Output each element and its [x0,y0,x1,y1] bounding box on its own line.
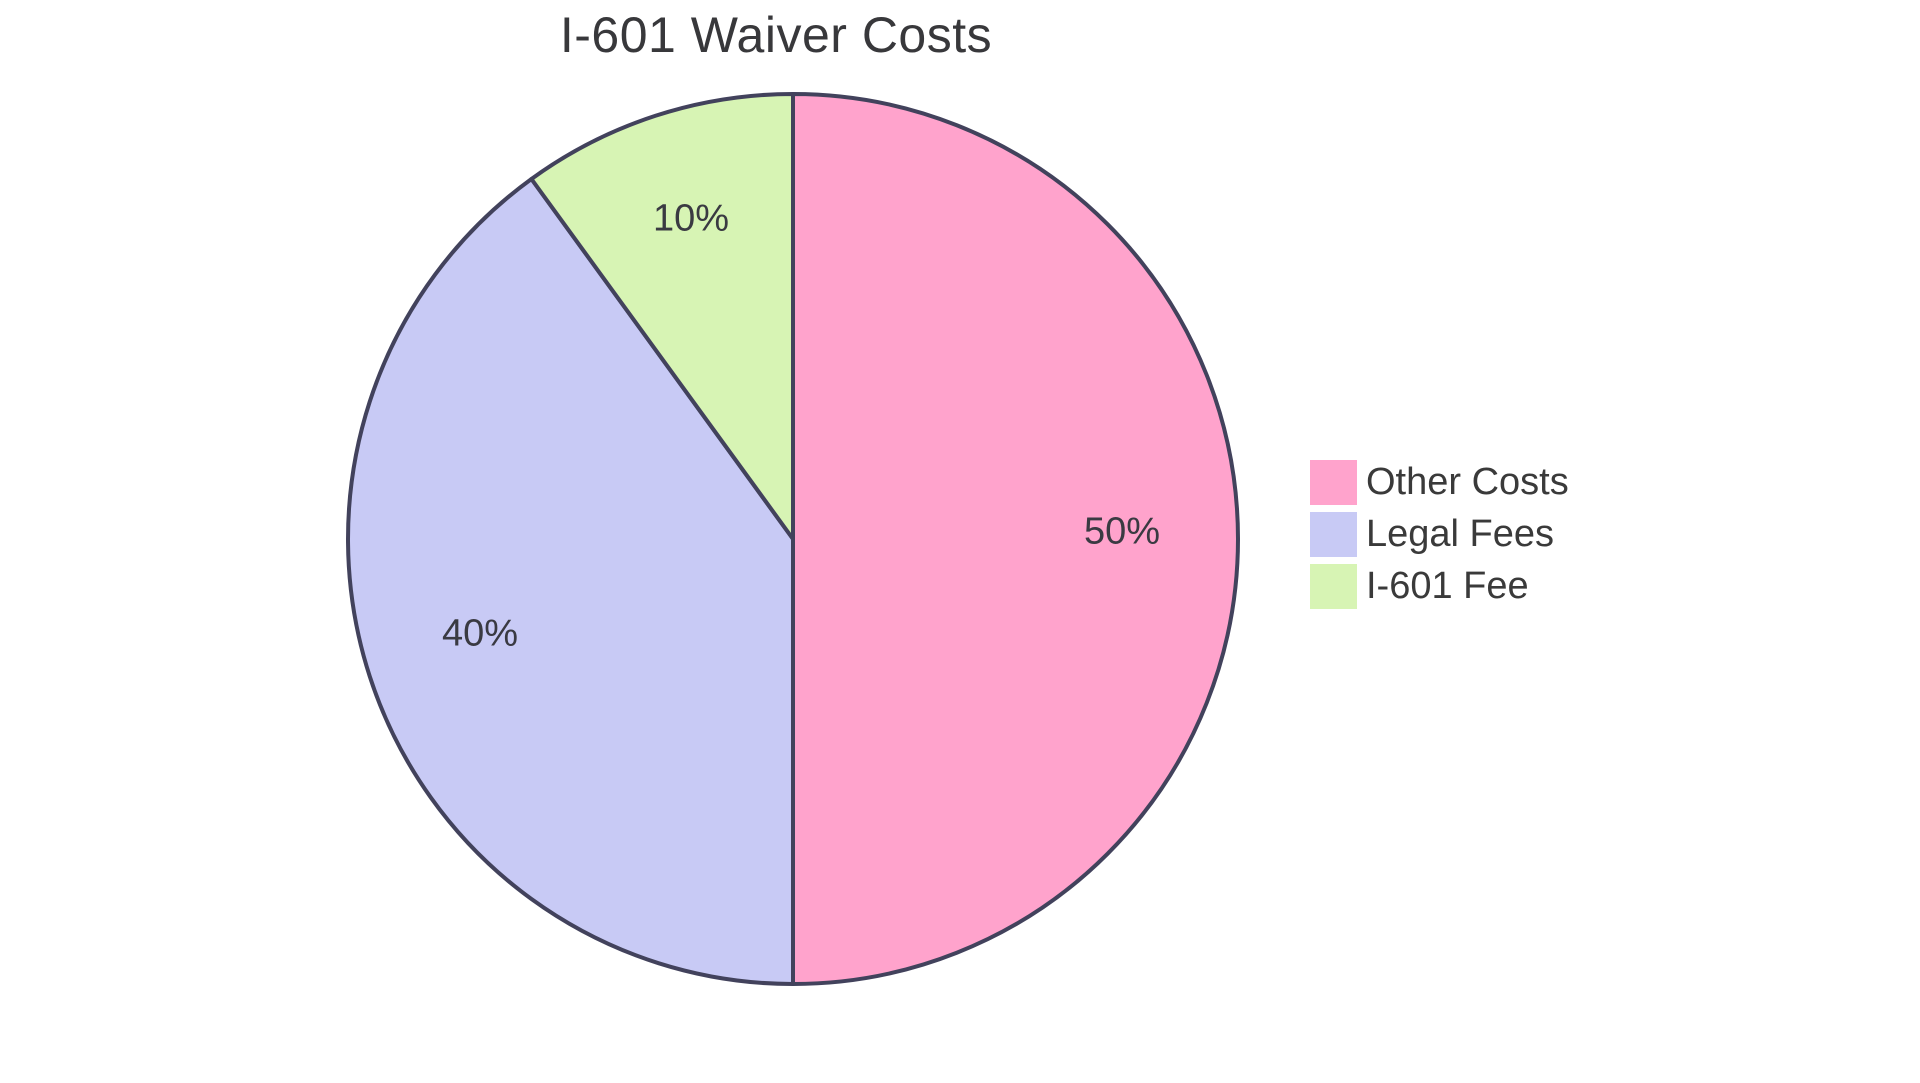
chart-title: I-601 Waiver Costs [559,7,993,63]
legend-item-other-costs: Other Costs [1310,460,1569,505]
slice-label-legal-fees: 40% [441,612,519,655]
legend-swatch-i601-fee [1310,564,1357,609]
legend-swatch-other-costs [1310,460,1357,505]
pie-slice-i-601-fee [529,92,795,541]
legend-item-legal-fees: Legal Fees [1310,512,1569,557]
legend-swatch-legal-fees [1310,512,1357,557]
legend-label-other-costs: Other Costs [1366,461,1569,503]
legend-label-i601-fee: I-601 Fee [1366,565,1529,607]
legend-label-legal-fees: Legal Fees [1366,513,1555,555]
legend-item-i601-fee: I-601 Fee [1310,564,1569,609]
pie-slice-legal-fees [346,176,795,986]
pie-slice-other-costs [791,92,1240,986]
slice-label-other-costs: 50% [1083,510,1161,553]
slice-label-i601-fee: 10% [652,197,730,240]
legend: Other Costs Legal Fees I-601 Fee [1310,460,1569,616]
